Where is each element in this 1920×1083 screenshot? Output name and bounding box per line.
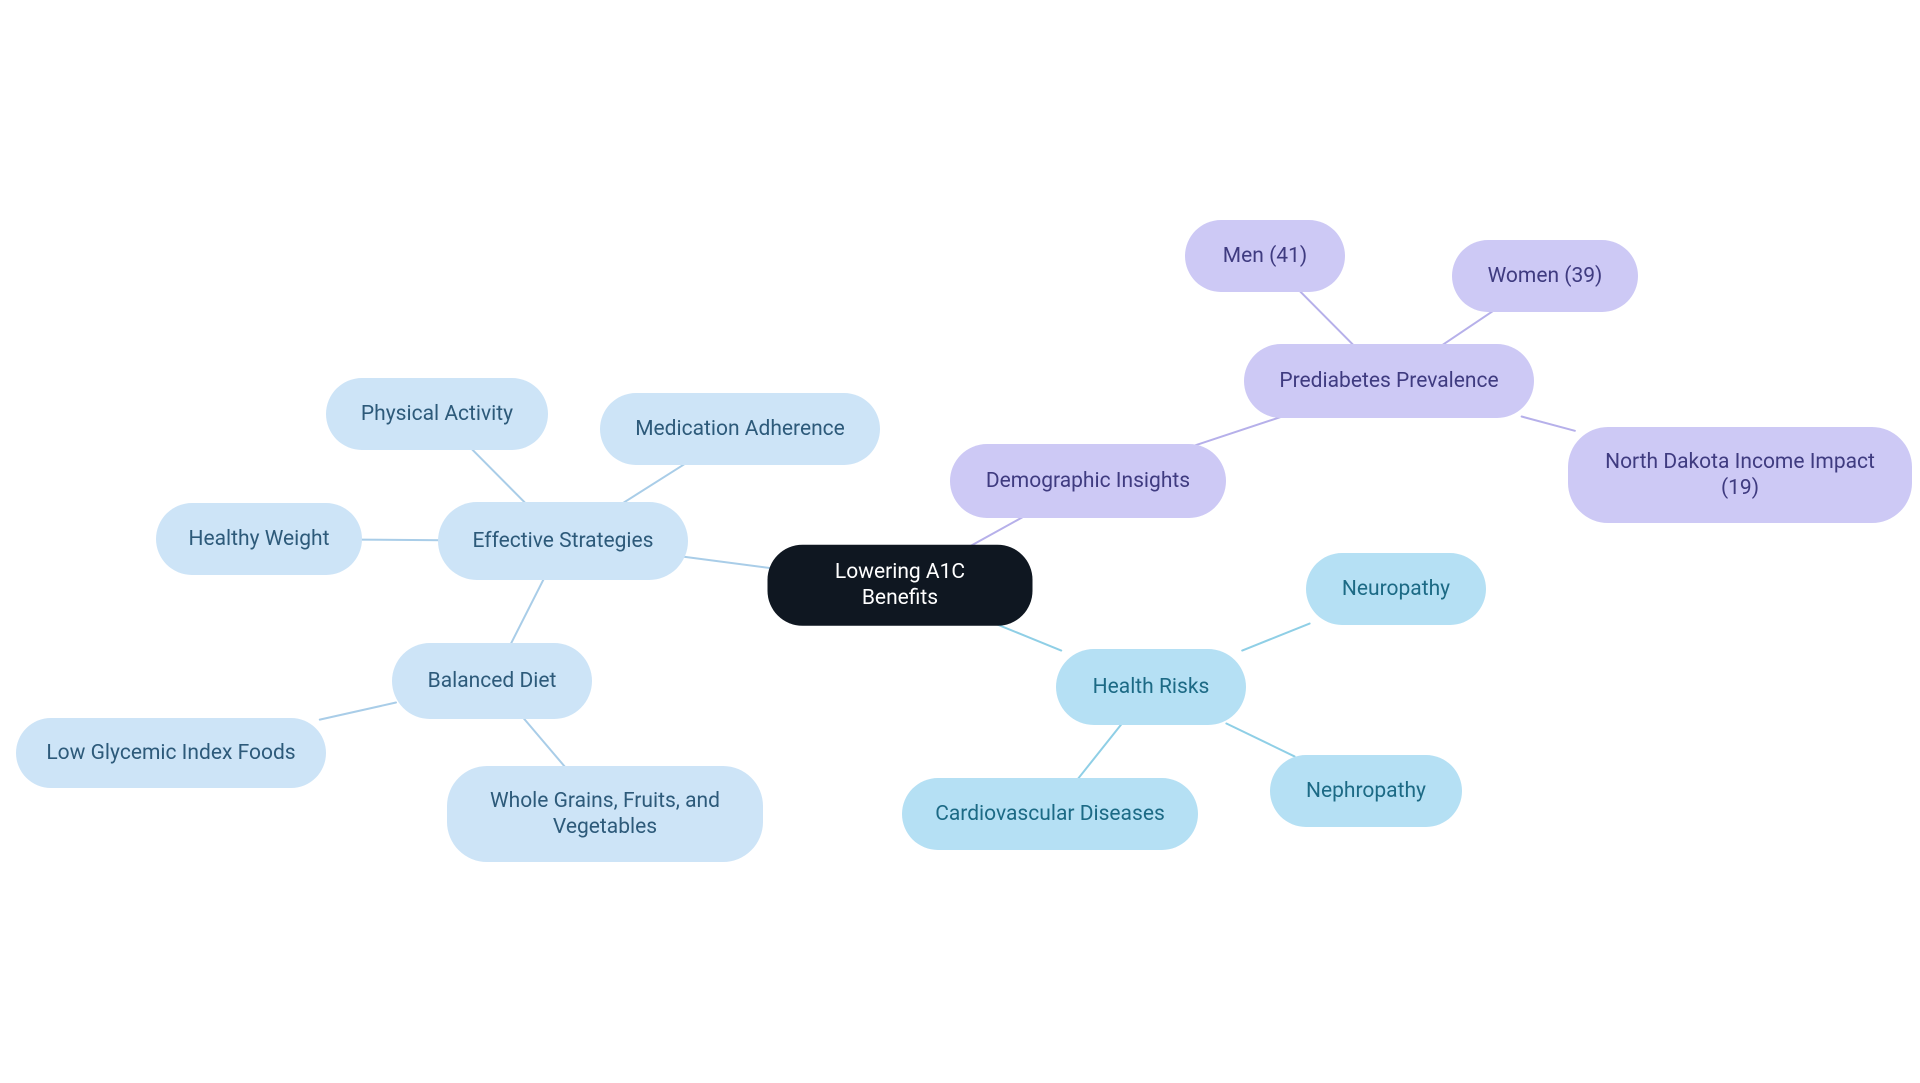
node-risks: Health Risks: [1056, 649, 1246, 725]
node-label: Health Risks: [1093, 674, 1210, 700]
node-strategies: Effective Strategies: [438, 502, 688, 580]
edge-root-strategies: [683, 557, 773, 569]
node-label: Women (39): [1488, 263, 1603, 289]
node-medication: Medication Adherence: [600, 393, 880, 465]
node-demo: Demographic Insights: [950, 444, 1226, 518]
node-lowgi: Low Glycemic Index Foods: [16, 718, 326, 788]
node-label: Balanced Diet: [428, 668, 557, 694]
node-neuro: Neuropathy: [1306, 553, 1486, 625]
node-label: Prediabetes Prevalence: [1279, 368, 1498, 394]
edge-strategies-medication: [622, 464, 685, 504]
edge-diet-lowgi: [320, 703, 396, 720]
node-label: North Dakota Income Impact (19): [1605, 449, 1875, 502]
node-label: Effective Strategies: [473, 528, 654, 554]
node-cardio: Cardiovascular Diseases: [902, 778, 1198, 850]
edge-risks-cardio: [1077, 723, 1122, 779]
edge-prevalence-men: [1299, 291, 1353, 346]
node-weight: Healthy Weight: [156, 503, 362, 575]
node-physical: Physical Activity: [326, 378, 548, 450]
node-label: Whole Grains, Fruits, and Vegetables: [490, 788, 720, 841]
node-women: Women (39): [1452, 240, 1638, 312]
edge-strategies-weight: [358, 540, 443, 541]
node-label: Physical Activity: [361, 401, 513, 427]
edge-strategies-physical: [471, 449, 526, 504]
node-ndincome: North Dakota Income Impact (19): [1568, 427, 1912, 523]
node-label: Nephropathy: [1306, 778, 1426, 804]
edge-prevalence-ndincome: [1522, 417, 1575, 431]
mindmap-canvas: Lowering A1C Benefits Effective Strategi…: [0, 0, 1920, 1083]
node-label: Lowering A1C Benefits: [796, 559, 1005, 612]
edge-risks-neuro: [1242, 624, 1309, 651]
edge-risks-nephro: [1226, 723, 1294, 756]
node-label: Neuropathy: [1342, 576, 1450, 602]
edge-demo-prevalence: [1195, 417, 1282, 446]
node-label: Men (41): [1223, 243, 1307, 269]
edge-diet-wholegrains: [523, 717, 566, 767]
node-label: Cardiovascular Diseases: [935, 801, 1165, 827]
node-label: Medication Adherence: [635, 416, 845, 442]
node-label: Healthy Weight: [188, 526, 329, 552]
node-wholegrains: Whole Grains, Fruits, and Vegetables: [447, 766, 763, 862]
node-men: Men (41): [1185, 220, 1345, 292]
node-nephro: Nephropathy: [1270, 755, 1462, 827]
edge-prevalence-women: [1442, 311, 1494, 346]
node-label: Low Glycemic Index Foods: [46, 740, 295, 766]
node-root: Lowering A1C Benefits: [768, 545, 1033, 626]
node-label: Demographic Insights: [986, 468, 1190, 494]
node-diet: Balanced Diet: [392, 643, 592, 719]
node-prevalence: Prediabetes Prevalence: [1244, 344, 1534, 418]
edge-strategies-diet: [511, 578, 545, 644]
